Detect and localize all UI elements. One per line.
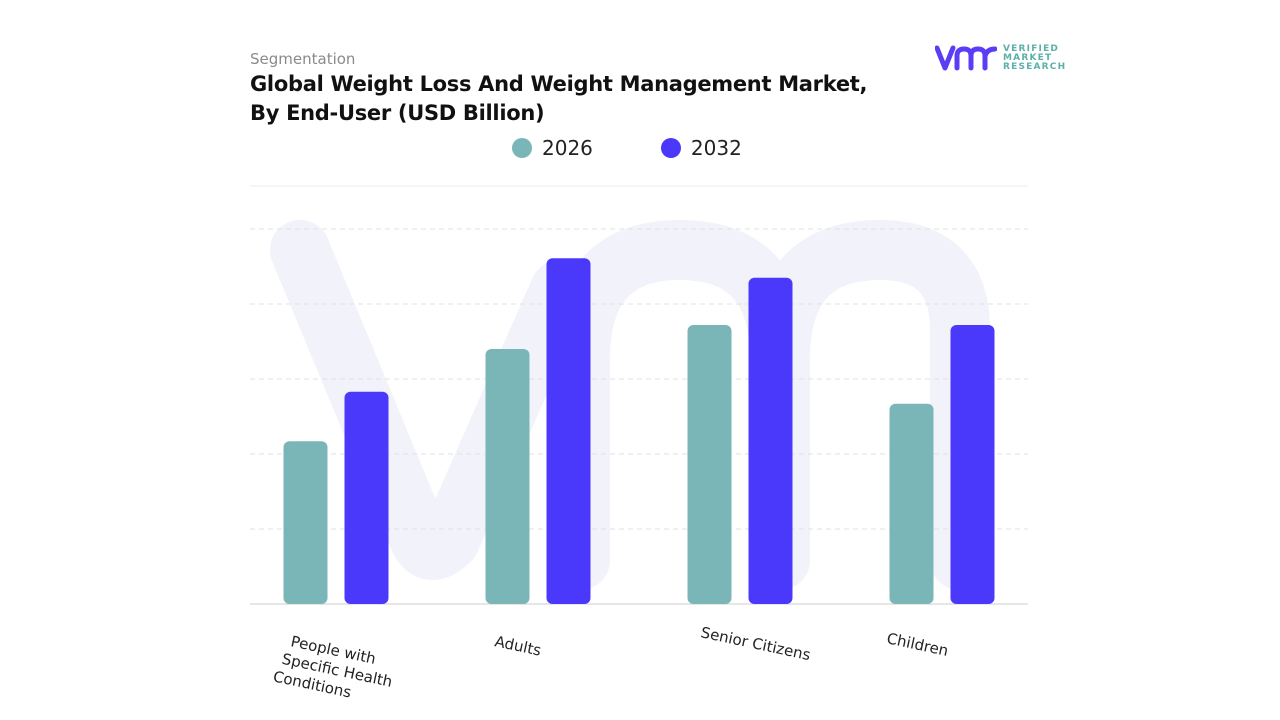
x-label-line: Children xyxy=(885,629,950,660)
legend-item-2026: 2026 xyxy=(512,136,593,160)
x-label-people-with-specific-health-conditions: People withSpecific HealthConditions xyxy=(271,630,397,709)
legend-swatch-2032 xyxy=(660,138,681,158)
legend-label-2026: 2026 xyxy=(542,136,593,160)
x-label-children: Children xyxy=(885,629,950,660)
chart-title-line1: Global Weight Loss And Weight Management… xyxy=(250,72,868,96)
watermark-logo xyxy=(270,219,990,590)
x-label-senior-citizens: Senior Citizens xyxy=(699,623,812,664)
logo-line3: RESEARCH xyxy=(1003,61,1067,72)
bar-2032-senior-citizens xyxy=(748,277,793,604)
legend-swatch-2026 xyxy=(512,138,532,158)
legend-label-2032: 2032 xyxy=(690,136,742,160)
segment-label: Segmentation xyxy=(250,50,356,68)
legend-item-2032: 2032 xyxy=(660,136,742,160)
x-label-line: Senior Citizens xyxy=(699,623,812,664)
bars xyxy=(283,258,995,604)
company-logo: VERIFIED MARKET RESEARCH xyxy=(935,44,1066,72)
bar-2032-children xyxy=(950,325,995,604)
chart-title: Global Weight Loss And Weight Management… xyxy=(250,70,868,128)
chart-legend: 2026 2032 xyxy=(512,136,742,160)
x-label-line: Adults xyxy=(493,632,543,659)
logo-line1: VERIFIED xyxy=(1003,43,1060,54)
bar-2026-senior-citizens xyxy=(687,325,732,604)
chart-title-line2: By End-User (USD Billion) xyxy=(250,101,545,125)
vmr-logo-icon xyxy=(935,45,997,71)
x-axis-labels: People withSpecific HealthConditions Adul… xyxy=(271,623,950,709)
bar-2026-adults xyxy=(485,349,530,604)
logo-line2: MARKET xyxy=(1003,52,1053,63)
watermark-v xyxy=(270,220,590,580)
bar-2032-people-with-specific-health-conditions xyxy=(344,391,389,604)
bar-2026-children xyxy=(889,403,934,604)
bar-2026-people-with-specific-health-conditions xyxy=(283,441,328,604)
logo-wordmark: VERIFIED MARKET RESEARCH xyxy=(1003,43,1067,72)
bar-2032-adults xyxy=(546,258,591,604)
x-label-adults: Adults xyxy=(493,632,543,659)
